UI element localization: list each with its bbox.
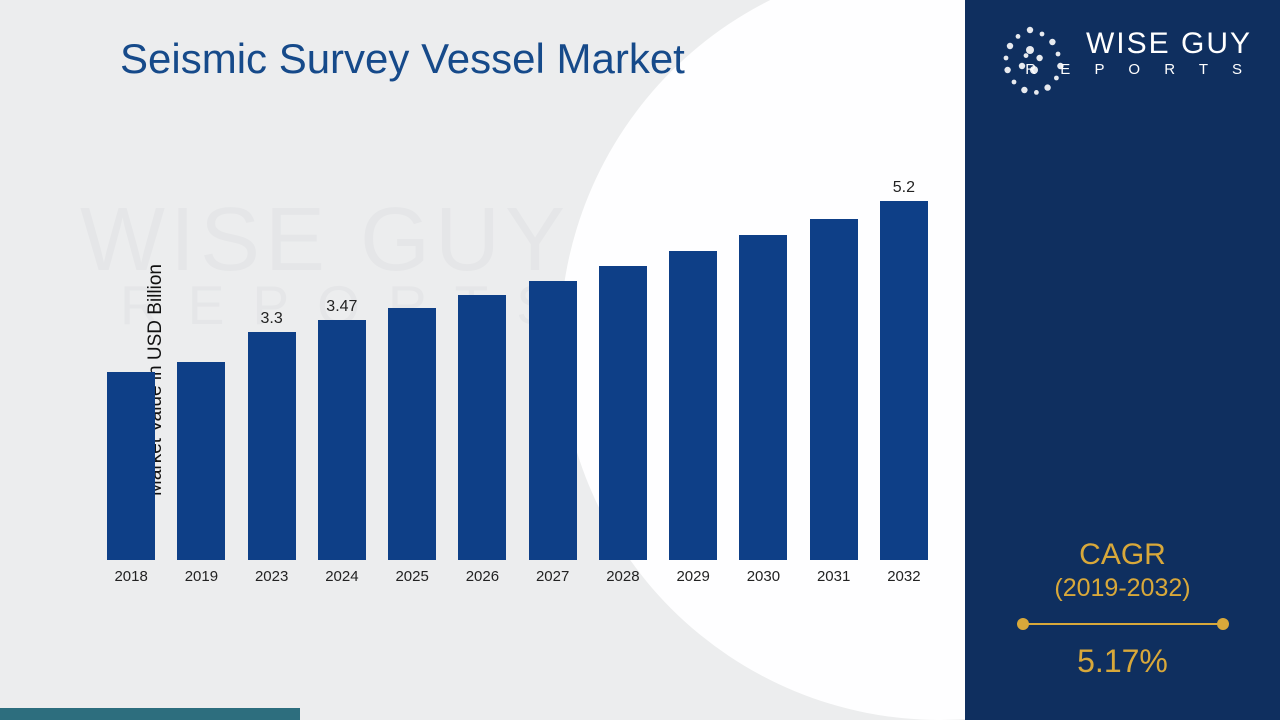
bar-col	[382, 286, 442, 560]
cagr-title: CAGR	[995, 538, 1250, 572]
bar-col	[101, 350, 161, 560]
x-tick-label: 2030	[733, 560, 793, 600]
bar	[107, 372, 155, 560]
bar	[599, 266, 647, 560]
x-tick-label: 2024	[312, 560, 372, 600]
cagr-divider	[1023, 623, 1223, 625]
cagr-value: 5.17%	[995, 643, 1250, 680]
logo-line2: R E P O R T S	[1025, 62, 1252, 78]
chart-plot-area: 3.3 3.47 5.2	[90, 160, 945, 560]
bar-col	[663, 229, 723, 560]
bar-col	[171, 340, 231, 560]
bar	[458, 295, 506, 560]
x-tick-label: 2027	[523, 560, 583, 600]
x-tick-label: 2025	[382, 560, 442, 600]
bar	[810, 219, 858, 560]
x-tick-label: 2031	[804, 560, 864, 600]
bar-value-label: 5.2	[893, 179, 915, 197]
brand-logo: WISE GUY R E P O R T S	[1025, 28, 1252, 77]
bar	[669, 251, 717, 560]
bar	[318, 320, 366, 560]
x-tick-label: 2023	[242, 560, 302, 600]
cagr-block: CAGR (2019-2032) 5.17%	[995, 538, 1250, 680]
bar	[739, 235, 787, 560]
x-tick-label: 2029	[663, 560, 723, 600]
chart-title: Seismic Survey Vessel Market	[120, 35, 685, 83]
bar-col: 3.47	[312, 298, 372, 560]
x-tick-label: 2019	[171, 560, 231, 600]
bar-value-label: 3.47	[326, 298, 357, 316]
x-axis: 20182019 2023202420252026 2027202820292030…	[90, 560, 945, 600]
bar-col: 5.2	[874, 179, 934, 560]
bar	[177, 362, 225, 560]
x-tick-label: 2018	[101, 560, 161, 600]
bar-col: 3.3	[242, 310, 302, 560]
bar	[248, 332, 296, 560]
bar-col	[452, 273, 512, 560]
bar-col	[733, 213, 793, 560]
logo-line1: WISE GUY	[1025, 28, 1252, 60]
bar-col	[593, 244, 653, 560]
infographic-canvas: WISE GUY REPORTS Seismic Survey Vessel M…	[0, 0, 1280, 720]
bar	[880, 201, 928, 560]
x-tick-label: 2028	[593, 560, 653, 600]
x-tick-label: 2032	[874, 560, 934, 600]
bar-chart: Market Value in USD Billion 3.33.475.2 2…	[55, 160, 955, 600]
bar-value-label: 3.3	[261, 310, 283, 328]
bar-col	[804, 197, 864, 560]
bar-col	[523, 259, 583, 560]
x-tick-label: 2026	[452, 560, 512, 600]
bottom-accent-bar	[0, 708, 300, 720]
cagr-period: (2019-2032)	[995, 574, 1250, 603]
bar	[388, 308, 436, 560]
bar	[529, 281, 577, 560]
